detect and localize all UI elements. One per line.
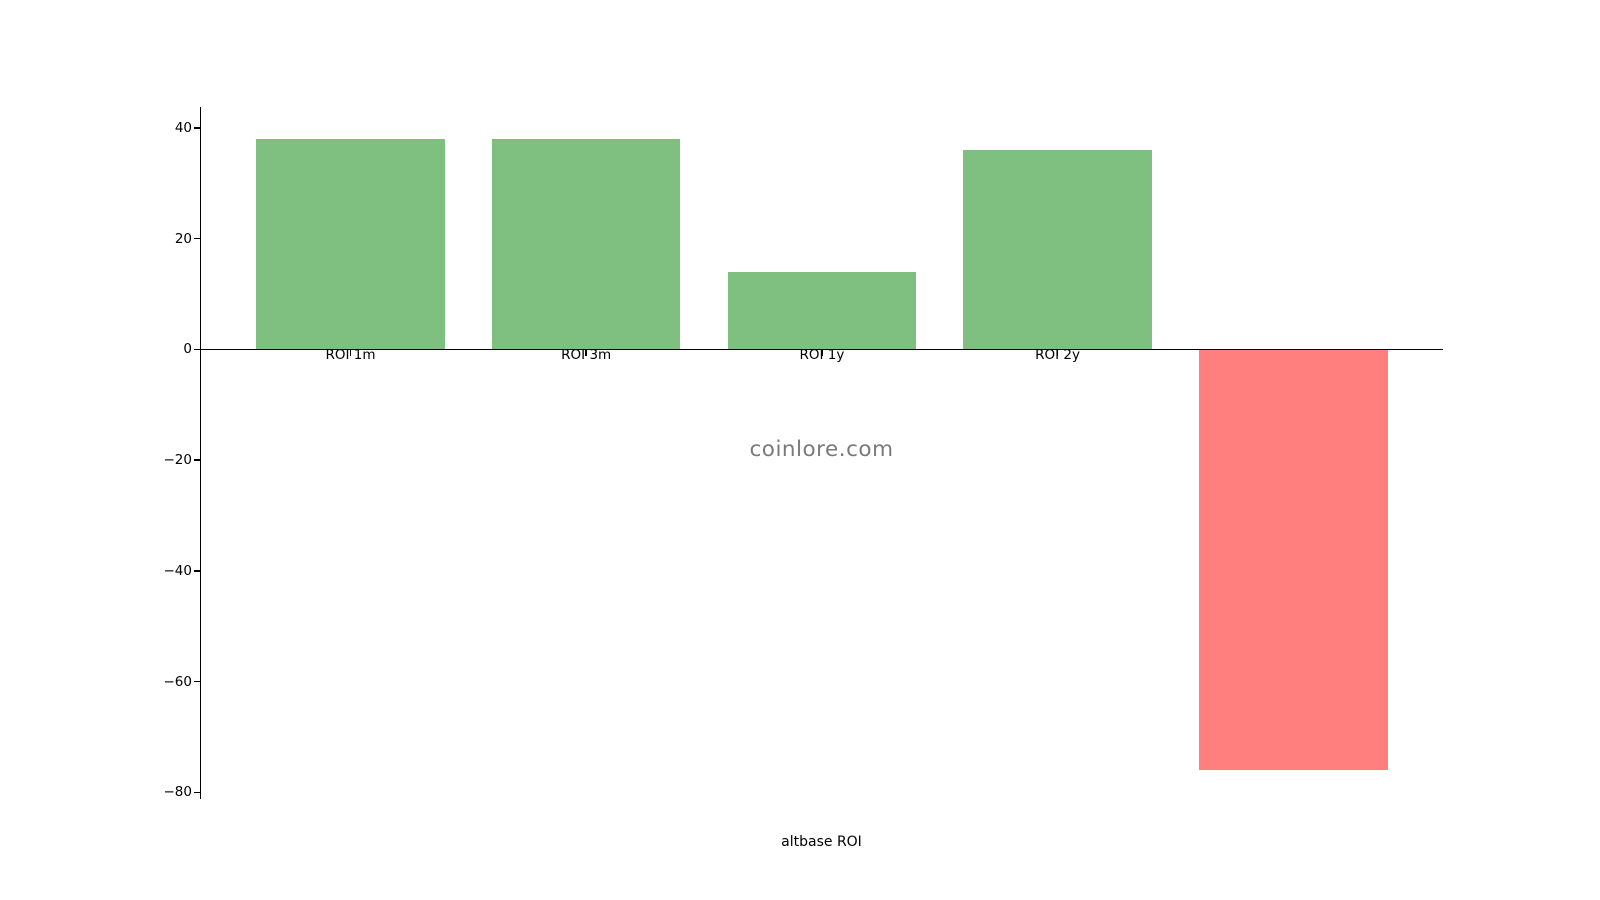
y-axis-tick	[194, 680, 200, 683]
y-axis-tick	[194, 459, 200, 461]
x-axis-tick	[1056, 349, 1059, 357]
bar-roi-2y	[963, 149, 1152, 350]
bar-roi-1y	[727, 271, 917, 350]
y-axis-tick-label: −80	[163, 784, 193, 801]
y-axis-tick-label: −60	[163, 673, 193, 690]
y-axis-tick-label: 20	[174, 230, 192, 247]
x-axis-tick	[821, 349, 823, 357]
watermark: coinlore.com	[749, 437, 894, 462]
bar-unlabeled	[1199, 349, 1388, 771]
y-axis-tick	[194, 570, 200, 572]
chart-title: altbase ROI	[781, 834, 862, 850]
y-axis-tick-label: −20	[163, 452, 193, 468]
y-axis-tick	[194, 348, 200, 350]
y-axis-tick-label: 40	[174, 119, 192, 136]
y-axis-tick	[194, 237, 200, 240]
y-axis-tick-label: 0	[183, 341, 192, 358]
x-axis-zero-line	[199, 348, 1443, 350]
x-axis-tick	[585, 349, 587, 357]
y-axis-tick	[194, 791, 200, 793]
y-axis-tick	[194, 127, 200, 129]
bar-roi-3m	[491, 138, 681, 350]
x-axis-tick	[349, 349, 352, 357]
bar-roi-1m	[256, 138, 445, 350]
y-axis-tick-label: −40	[163, 562, 193, 579]
y-axis-line	[199, 107, 201, 799]
